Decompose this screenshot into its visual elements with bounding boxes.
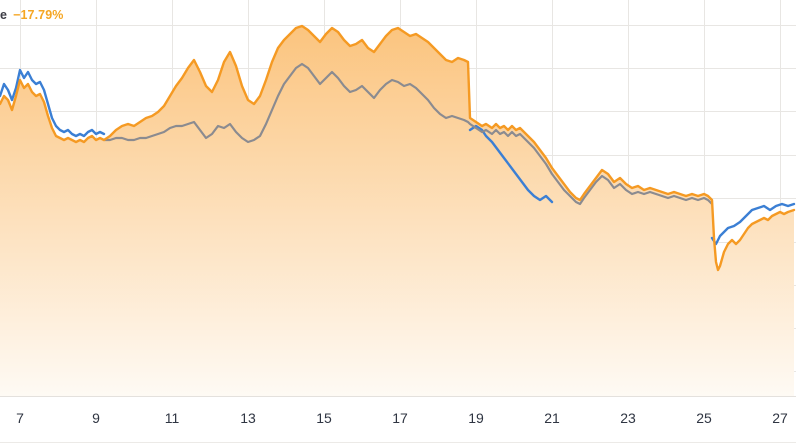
x-tick-label: 25 xyxy=(696,410,712,426)
series-line-gray xyxy=(102,62,714,206)
plot-svg xyxy=(0,0,796,396)
x-tick-label: 13 xyxy=(240,410,256,426)
x-tick-label: 7 xyxy=(16,410,24,426)
x-tick-label: 27 xyxy=(772,410,788,426)
x-tick-label: 21 xyxy=(544,410,560,426)
series-line-orange xyxy=(0,24,796,272)
x-tick-label: 15 xyxy=(316,410,332,426)
x-tick-label: 19 xyxy=(468,410,484,426)
plot-area[interactable] xyxy=(0,0,796,396)
x-tick-label: 11 xyxy=(164,410,180,426)
x-axis-baseline xyxy=(0,442,796,443)
x-axis[interactable]: 7 9 11 13 15 17 19 21 23 25 27 xyxy=(0,396,796,445)
x-tick-label: 17 xyxy=(392,410,408,426)
x-tick-label: 9 xyxy=(92,410,100,426)
orange-area-fill xyxy=(0,26,794,396)
x-tick-label: 23 xyxy=(620,410,636,426)
x-axis-line xyxy=(0,396,796,397)
